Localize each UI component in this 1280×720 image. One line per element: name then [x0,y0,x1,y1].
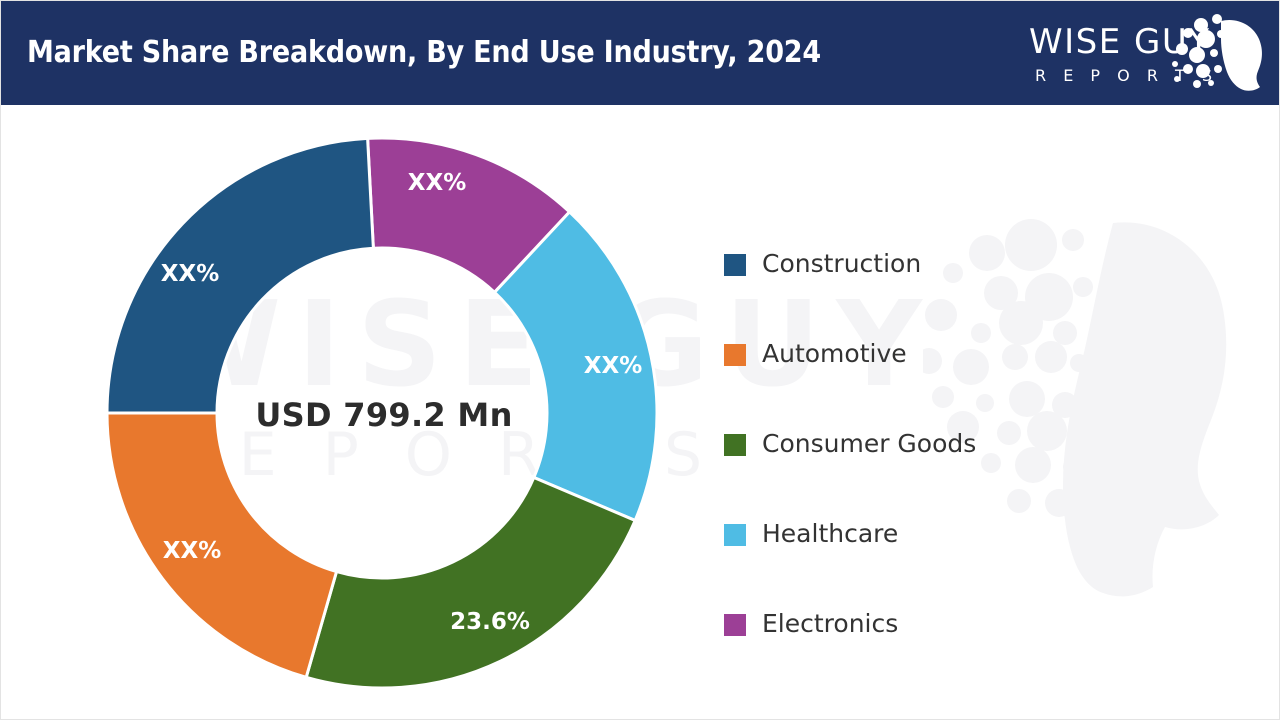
slice-label-automotive: XX% [163,538,222,564]
legend-swatch-construction [724,254,746,276]
donut-slice-labels: XX% XX% 23.6% XX% XX% [161,170,643,635]
legend: Construction Automotive Consumer Goods H… [724,249,1124,699]
donut-slice-automotive[interactable] [105,411,339,680]
donut-slice-consumer-goods[interactable] [304,475,638,690]
legend-label-construction: Construction [762,249,922,278]
legend-item-electronics[interactable]: Electronics [724,609,1124,699]
logo-line2-text: R E P O R T S [1035,66,1218,85]
legend-label-automotive: Automotive [762,339,907,368]
legend-swatch-electronics [724,614,746,636]
legend-label-electronics: Electronics [762,609,899,638]
slice-label-construction: XX% [161,261,220,287]
slice-label-electronics: XX% [408,170,467,196]
donut-chart-svg: XX% XX% 23.6% XX% XX% [105,136,659,690]
legend-swatch-automotive [724,344,746,366]
donut-slice-healthcare[interactable] [492,209,659,523]
page-title: Market Share Breakdown, By End Use Indus… [27,35,821,70]
legend-item-construction[interactable]: Construction [724,249,1124,339]
legend-label-healthcare: Healthcare [762,519,899,548]
wise-guy-reports-logo: WISE GUY R E P O R T S [1029,14,1262,91]
legend-item-consumer-goods[interactable]: Consumer Goods [724,429,1124,519]
donut-slice-construction[interactable] [105,136,375,415]
legend-item-automotive[interactable]: Automotive [724,339,1124,429]
logo-head-icon [1172,14,1262,91]
legend-label-consumer-goods: Consumer Goods [762,429,977,458]
donut-chart: XX% XX% 23.6% XX% XX% USD 799.2 Mn [101,132,667,698]
chart-area: WISE GUY REPORTS [1,105,1279,719]
slice-label-consumer-goods: 23.6% [450,609,530,635]
donut-slices [105,136,659,690]
slice-label-healthcare: XX% [584,353,643,379]
legend-swatch-healthcare [724,524,746,546]
logo-line1-text: WISE GUY [1029,22,1211,62]
legend-swatch-consumer-goods [724,434,746,456]
header-bar: Market Share Breakdown, By End Use Indus… [1,1,1279,105]
legend-item-healthcare[interactable]: Healthcare [724,519,1124,609]
